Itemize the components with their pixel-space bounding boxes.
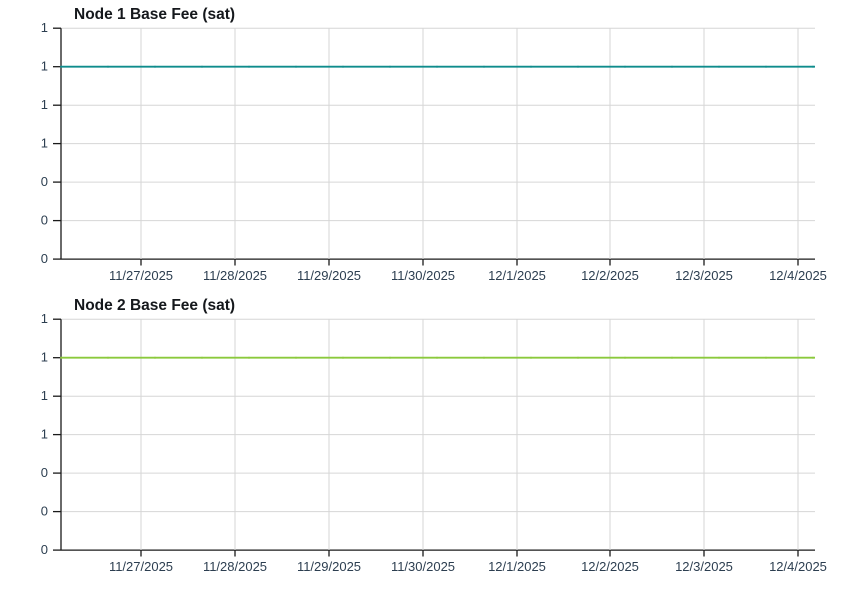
svg-text:1: 1	[41, 97, 48, 112]
svg-text:12/3/2025: 12/3/2025	[675, 268, 733, 283]
svg-text:0: 0	[41, 251, 48, 266]
svg-text:12/1/2025: 12/1/2025	[488, 559, 546, 574]
svg-text:1: 1	[41, 136, 48, 151]
svg-text:0: 0	[41, 174, 48, 189]
svg-text:12/4/2025: 12/4/2025	[769, 268, 827, 283]
svg-text:0: 0	[41, 542, 48, 557]
svg-text:1: 1	[41, 20, 48, 35]
svg-text:1: 1	[41, 427, 48, 442]
svg-text:12/1/2025: 12/1/2025	[488, 268, 546, 283]
svg-text:0: 0	[41, 465, 48, 480]
svg-text:0: 0	[41, 213, 48, 228]
svg-text:11/29/2025: 11/29/2025	[297, 559, 361, 574]
svg-text:12/4/2025: 12/4/2025	[769, 559, 827, 574]
svg-text:11/30/2025: 11/30/2025	[391, 268, 455, 283]
svg-text:1: 1	[41, 311, 48, 326]
svg-text:0: 0	[41, 504, 48, 519]
svg-text:11/28/2025: 11/28/2025	[203, 559, 267, 574]
svg-text:1: 1	[41, 388, 48, 403]
svg-text:12/2/2025: 12/2/2025	[581, 559, 639, 574]
svg-text:1: 1	[41, 59, 48, 74]
svg-text:11/27/2025: 11/27/2025	[109, 559, 173, 574]
svg-text:11/27/2025: 11/27/2025	[109, 268, 173, 283]
svg-text:11/30/2025: 11/30/2025	[391, 559, 455, 574]
svg-text:1: 1	[41, 350, 48, 365]
svg-text:11/28/2025: 11/28/2025	[203, 268, 267, 283]
svg-text:12/2/2025: 12/2/2025	[581, 268, 639, 283]
svg-text:12/3/2025: 12/3/2025	[675, 559, 733, 574]
svg-text:11/29/2025: 11/29/2025	[297, 268, 361, 283]
